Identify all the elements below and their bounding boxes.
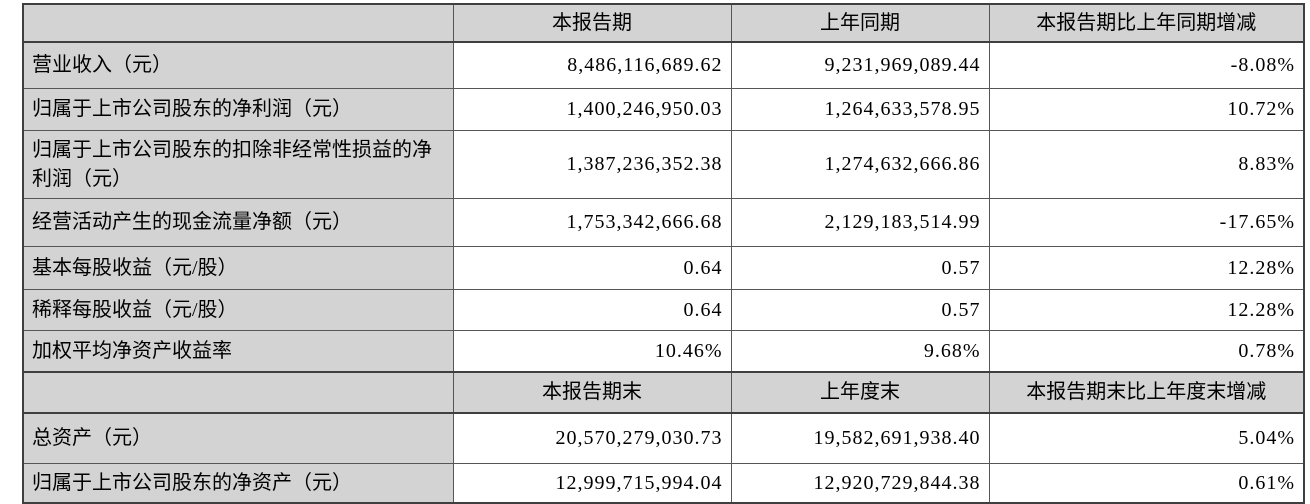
metric-label: 归属于上市公司股东的净利润（元）: [22, 88, 454, 131]
change-value: -17.65%: [988, 198, 1305, 247]
header-current-period: 本报告期: [452, 3, 732, 43]
change-value: 0.78%: [988, 330, 1305, 373]
table-row-net-profit: 归属于上市公司股东的净利润（元） 1,400,246,950.03 1,264,…: [22, 88, 1305, 131]
change-value: 0.61%: [988, 463, 1305, 504]
table-row-basic-eps: 基本每股收益（元/股） 0.64 0.57 12.28%: [22, 246, 1305, 290]
current-period-value: 1,753,342,666.68: [452, 198, 732, 247]
table-row-operating-cash-flow: 经营活动产生的现金流量净额（元） 1,753,342,666.68 2,129,…: [22, 198, 1305, 247]
table-row-diluted-eps: 稀释每股收益（元/股） 0.64 0.57 12.28%: [22, 289, 1305, 331]
table-header-row-current-period: 本报告期 上年同期 本报告期比上年同期增减: [22, 3, 1305, 43]
change-value: 12.28%: [988, 246, 1305, 290]
current-period-value: 1,400,246,950.03: [452, 88, 732, 131]
prior-period-value: 0.57: [730, 289, 990, 331]
table-row-total-assets: 总资产（元） 20,570,279,030.73 19,582,691,938.…: [22, 412, 1305, 464]
metric-label: 总资产（元）: [22, 412, 454, 464]
header-period-end: 本报告期末: [452, 371, 732, 414]
change-value: 8.83%: [988, 130, 1305, 199]
metric-label: 基本每股收益（元/股）: [22, 246, 454, 290]
header-empty-cell: [22, 371, 454, 414]
current-period-value: 0.64: [452, 246, 732, 290]
header-prior-year-end: 上年度末: [730, 371, 990, 414]
prior-period-value: 9,231,969,089.44: [730, 41, 990, 89]
change-value: -8.08%: [988, 41, 1305, 89]
table-row-net-assets: 归属于上市公司股东的净资产（元） 12,999,715,994.04 12,92…: [22, 463, 1305, 504]
change-value: 10.72%: [988, 88, 1305, 131]
prior-period-value: 0.57: [730, 246, 990, 290]
metric-label: 归属于上市公司股东的净资产（元）: [22, 463, 454, 504]
change-value: 12.28%: [988, 289, 1305, 331]
prior-period-value: 1,264,633,578.95: [730, 88, 990, 131]
financial-summary-table: 本报告期 上年同期 本报告期比上年同期增减 营业收入（元） 8,486,116,…: [22, 3, 1305, 504]
table-row-weighted-avg-roe: 加权平均净资产收益率 10.46% 9.68% 0.78%: [22, 330, 1305, 373]
financial-summary-table-wrap: 本报告期 上年同期 本报告期比上年同期增减 营业收入（元） 8,486,116,…: [22, 3, 1305, 504]
current-period-value: 10.46%: [452, 330, 732, 373]
table-row-net-profit-excl-nonrecurring: 归属于上市公司股东的扣除非经常性损益的净利润（元） 1,387,236,352.…: [22, 130, 1305, 199]
prior-period-value: 9.68%: [730, 330, 990, 373]
header-empty-cell: [22, 3, 454, 43]
header-change: 本报告期比上年同期增减: [988, 3, 1305, 43]
metric-label: 归属于上市公司股东的扣除非经常性损益的净利润（元）: [22, 130, 454, 199]
prior-period-value: 2,129,183,514.99: [730, 198, 990, 247]
current-period-value: 12,999,715,994.04: [452, 463, 732, 504]
header-period-end-change: 本报告期末比上年度末增减: [988, 371, 1305, 414]
table-header-row-period-end: 本报告期末 上年度末 本报告期末比上年度末增减: [22, 371, 1305, 414]
header-prior-period: 上年同期: [730, 3, 990, 43]
metric-label: 经营活动产生的现金流量净额（元）: [22, 198, 454, 247]
current-period-value: 20,570,279,030.73: [452, 412, 732, 464]
table-row-operating-revenue: 营业收入（元） 8,486,116,689.62 9,231,969,089.4…: [22, 41, 1305, 89]
current-period-value: 8,486,116,689.62: [452, 41, 732, 89]
prior-period-value: 12,920,729,844.38: [730, 463, 990, 504]
metric-label: 稀释每股收益（元/股）: [22, 289, 454, 331]
metric-label: 营业收入（元）: [22, 41, 454, 89]
metric-label: 加权平均净资产收益率: [22, 330, 454, 373]
change-value: 5.04%: [988, 412, 1305, 464]
prior-period-value: 1,274,632,666.86: [730, 130, 990, 199]
current-period-value: 0.64: [452, 289, 732, 331]
current-period-value: 1,387,236,352.38: [452, 130, 732, 199]
prior-period-value: 19,582,691,938.40: [730, 412, 990, 464]
